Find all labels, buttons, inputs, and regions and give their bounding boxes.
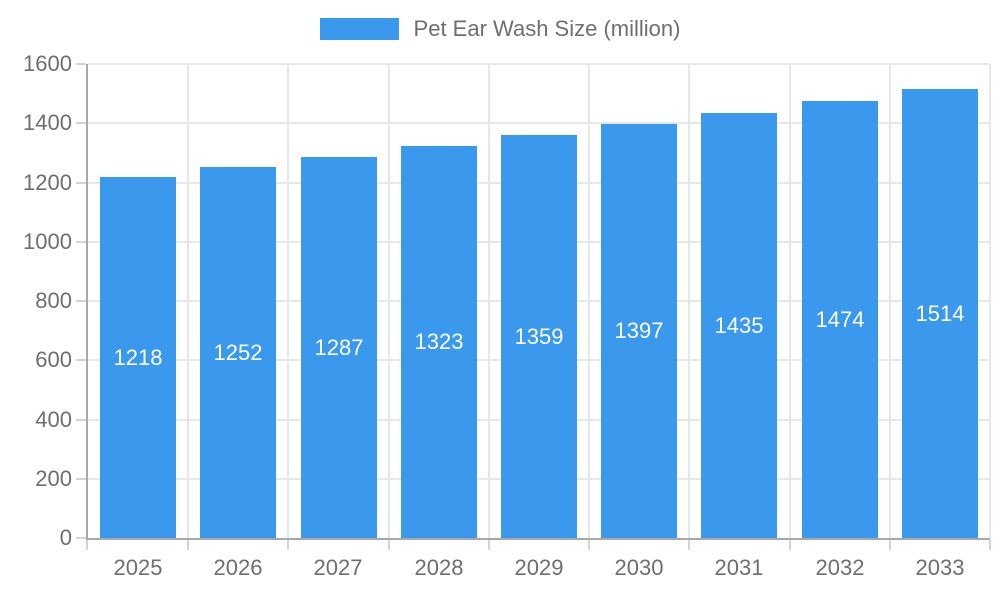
x-tick-mark — [789, 540, 791, 550]
x-axis-label: 2032 — [815, 555, 865, 580]
bar-value-label: 1474 — [815, 307, 865, 332]
x-axis-label: 2027 — [313, 555, 363, 580]
x-gridline — [688, 64, 690, 538]
bar-value-label: 1435 — [714, 313, 764, 338]
x-tick-mark — [388, 540, 390, 550]
y-tick-mark — [76, 241, 86, 243]
bar-value-label: 1218 — [113, 345, 163, 370]
bar-2030[interactable]: 1397 — [601, 124, 677, 538]
x-gridline — [388, 64, 390, 538]
x-tick-mark — [989, 540, 991, 550]
bar-2026[interactable]: 1252 — [200, 167, 276, 538]
x-gridline — [287, 64, 289, 538]
y-axis-label: 1200 — [23, 170, 72, 195]
x-tick-mark — [488, 540, 490, 550]
bar-2029[interactable]: 1359 — [501, 135, 577, 538]
x-gridline — [889, 64, 891, 538]
chart-legend[interactable]: Pet Ear Wash Size (million) — [0, 17, 1000, 41]
y-axis-label: 400 — [35, 407, 72, 432]
y-tick-mark — [76, 359, 86, 361]
y-axis-label: 800 — [35, 288, 72, 313]
bar-2031[interactable]: 1435 — [701, 113, 777, 538]
x-tick-mark — [287, 540, 289, 550]
y-tick-mark — [76, 122, 86, 124]
bar-2032[interactable]: 1474 — [802, 101, 878, 538]
x-axis-label: 2029 — [514, 555, 564, 580]
x-axis-label: 2030 — [614, 555, 664, 580]
y-axis-line — [86, 64, 88, 538]
y-gridline — [88, 122, 990, 124]
plot-area: 0 200 400 600 800 1000 1200 1400 1600 1218 2025 125… — [23, 53, 991, 580]
y-gridline — [88, 63, 990, 65]
bar-value-label: 1252 — [213, 340, 263, 365]
x-gridline — [989, 64, 991, 538]
y-tick-mark — [76, 537, 86, 539]
x-gridline — [588, 64, 590, 538]
x-axis-label: 2033 — [915, 555, 965, 580]
x-axis-line — [86, 538, 990, 540]
legend-label: Pet Ear Wash Size (million) — [413, 16, 681, 41]
x-tick-mark — [688, 540, 690, 550]
x-gridline — [187, 64, 189, 538]
bar-value-label: 1359 — [514, 324, 564, 349]
y-axis-label: 200 — [35, 466, 72, 491]
bar-value-label: 1397 — [614, 318, 664, 343]
x-gridline — [488, 64, 490, 538]
x-axis-label: 2028 — [414, 555, 464, 580]
y-tick-mark — [76, 300, 86, 302]
x-gridline — [789, 64, 791, 538]
y-axis-label: 600 — [35, 347, 72, 372]
y-axis-label: 1600 — [23, 51, 72, 76]
x-tick-mark — [187, 540, 189, 550]
bar-2033[interactable]: 1514 — [902, 89, 978, 538]
x-tick-mark — [889, 540, 891, 550]
y-tick-mark — [76, 63, 86, 65]
x-tick-mark — [588, 540, 590, 550]
x-axis-label: 2026 — [213, 555, 263, 580]
y-axis-label: 0 — [59, 525, 72, 550]
y-tick-mark — [76, 478, 86, 480]
y-tick-mark — [76, 182, 86, 184]
bar-2028[interactable]: 1323 — [401, 146, 477, 538]
y-tick-mark — [76, 419, 86, 421]
bar-value-label: 1323 — [414, 329, 464, 354]
bar-value-label: 1287 — [314, 335, 364, 360]
y-axis-label: 1000 — [23, 229, 72, 254]
bar-2027[interactable]: 1287 — [301, 157, 377, 538]
x-axis-label: 2025 — [113, 555, 163, 580]
bar-2025[interactable]: 1218 — [100, 177, 176, 538]
x-tick-mark — [86, 540, 88, 550]
bar-value-label: 1514 — [915, 301, 965, 326]
x-axis-label: 2031 — [714, 555, 764, 580]
legend-swatch-icon — [319, 18, 399, 40]
y-axis-label: 1400 — [23, 110, 72, 135]
